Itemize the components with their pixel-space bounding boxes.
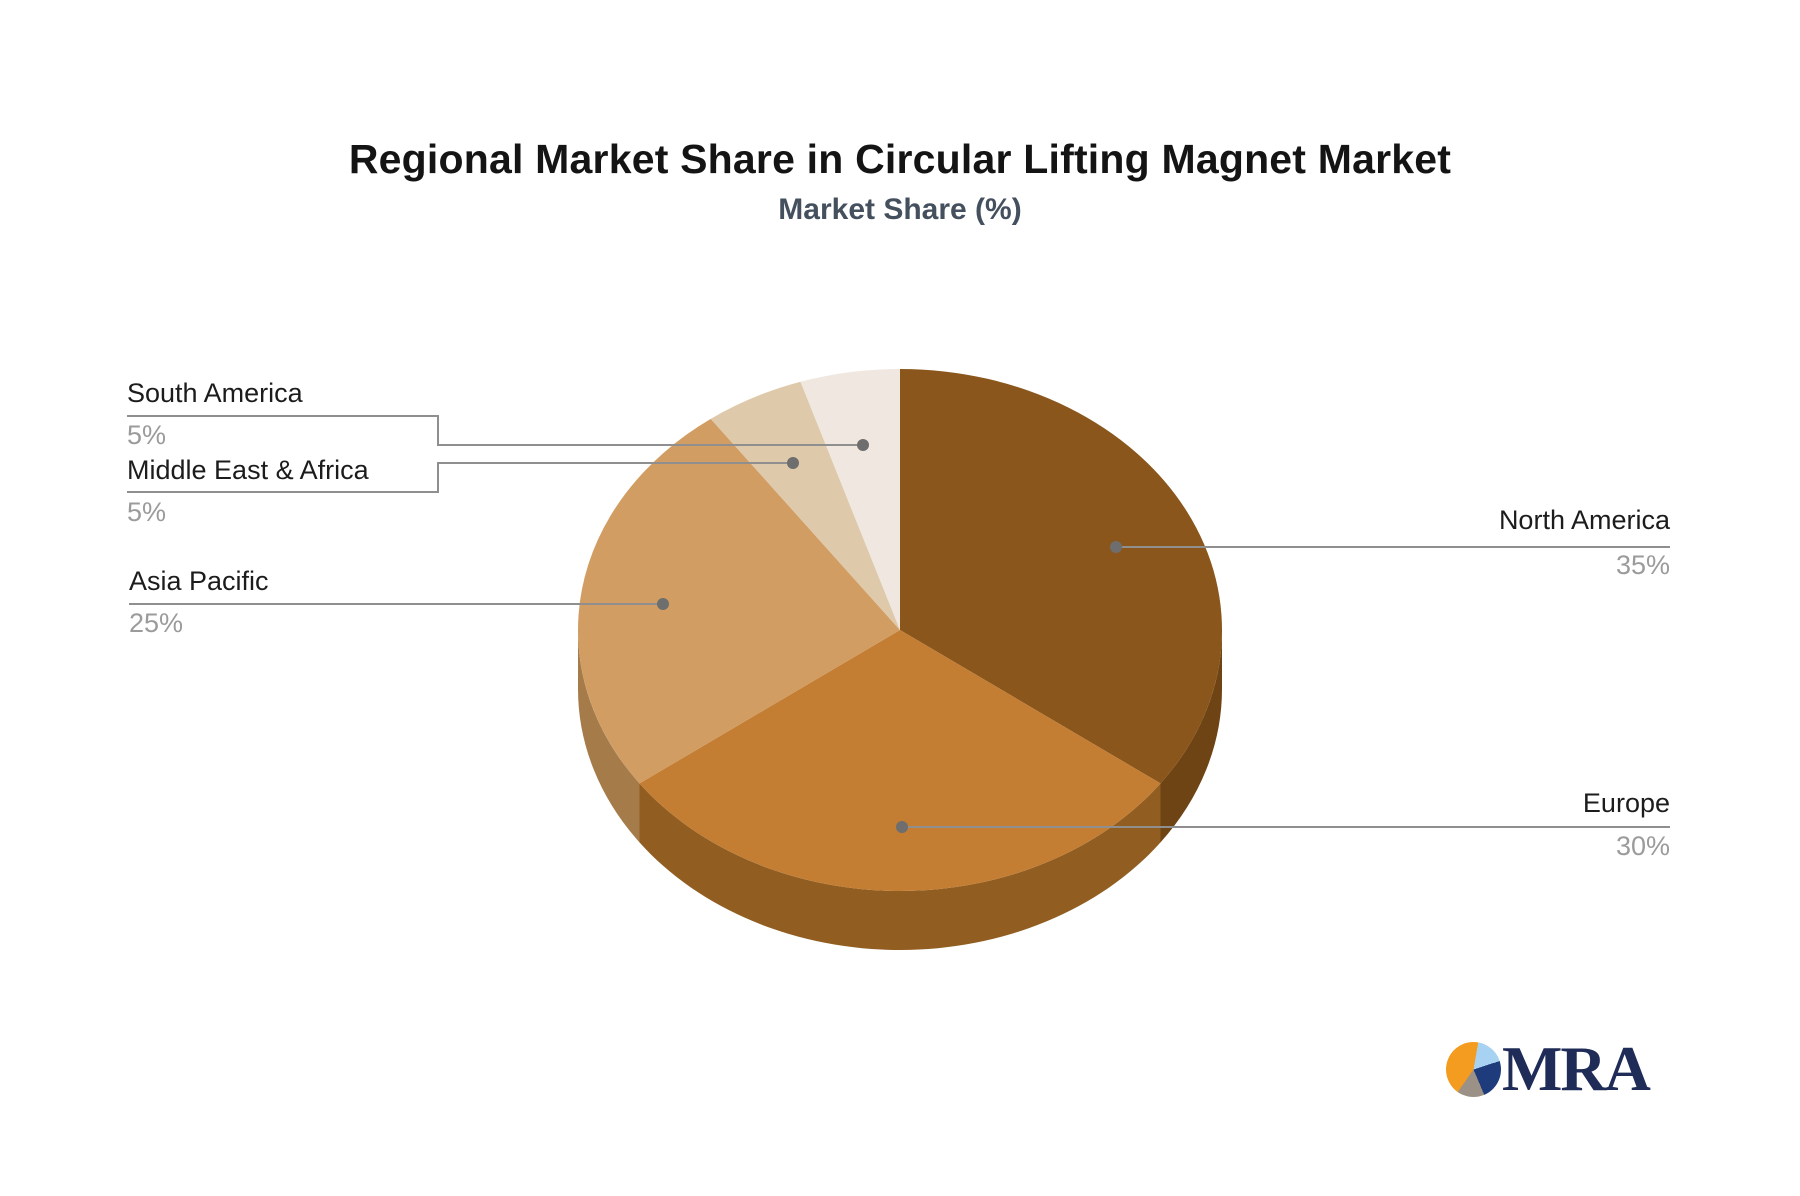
pie-side-asia-pacific <box>578 630 640 843</box>
callout-value-north-america: 35% <box>1615 550 1670 580</box>
callout-value-middle-east-africa: 5% <box>127 497 167 527</box>
callout-value-asia-pacific: 25% <box>129 608 184 638</box>
logo-text: MRA <box>1502 1033 1651 1104</box>
callout-label-south-america: South America <box>127 378 303 408</box>
callout-dot-europe <box>896 821 908 833</box>
pie-slice-europe <box>639 630 1161 891</box>
callout-label-europe: Europe <box>1582 788 1670 818</box>
pie-slice-asia-pacific <box>578 418 900 784</box>
callout-line-south-america <box>127 415 863 446</box>
callout-line-middle-east-africa <box>127 462 793 493</box>
pie-slice-south-america <box>800 369 900 630</box>
callout-dot-asia-pacific <box>657 598 669 610</box>
chart-subtitle: Market Share (%) <box>778 193 1022 226</box>
pie-slice-north-america <box>900 369 1222 784</box>
callout-label-north-america: North America <box>1498 505 1670 535</box>
pie-slice-middle-east-africa <box>710 381 900 630</box>
callout-dot-north-america <box>1110 541 1122 553</box>
callout-dot-south-america <box>857 439 869 451</box>
callout-value-south-america: 5% <box>127 420 167 450</box>
callout-label-asia-pacific: Asia Pacific <box>129 566 269 596</box>
brand-logo: MRA <box>1446 1033 1651 1104</box>
pie-side-europe <box>639 783 1161 950</box>
chart-title: Regional Market Share in Circular Liftin… <box>348 136 1452 182</box>
callout-dot-middle-east-africa <box>787 457 799 469</box>
callout-label-middle-east-africa: Middle East & Africa <box>127 455 369 485</box>
pie-side-north-america <box>1160 630 1222 843</box>
callout-value-europe: 30% <box>1615 831 1670 861</box>
logo-pie-icon <box>1446 1041 1501 1097</box>
